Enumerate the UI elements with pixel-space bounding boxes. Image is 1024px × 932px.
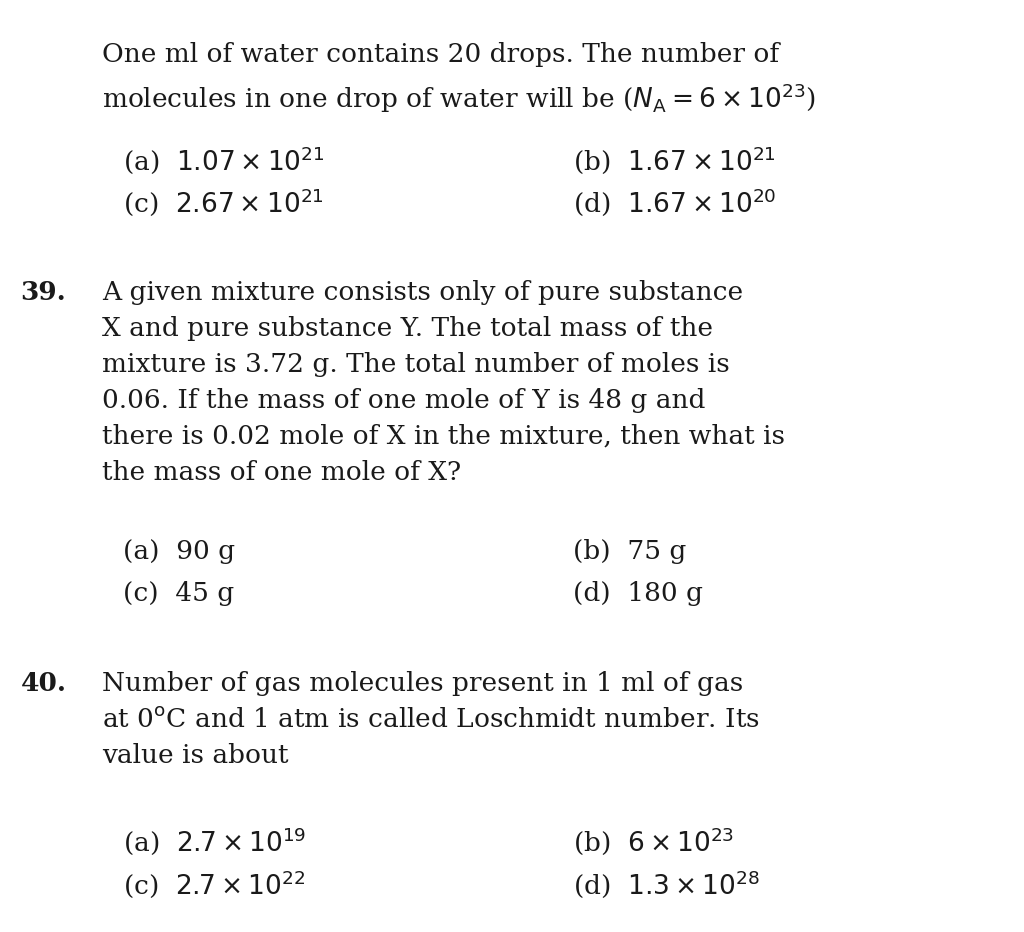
Text: Number of gas molecules present in 1 ml of gas
at 0$^{\mathrm{o}}$C and 1 atm is: Number of gas molecules present in 1 ml … xyxy=(102,671,760,768)
Text: (d)  180 g: (d) 180 g xyxy=(573,581,703,606)
Text: (b)  $6\times10^{23}$: (b) $6\times10^{23}$ xyxy=(573,825,734,857)
Text: (a)  $1.07\times10^{21}$: (a) $1.07\times10^{21}$ xyxy=(123,144,325,176)
Text: (d)  $1.67\times10^{20}$: (d) $1.67\times10^{20}$ xyxy=(573,186,777,218)
Text: (b)  75 g: (b) 75 g xyxy=(573,539,687,564)
Text: (a)  90 g: (a) 90 g xyxy=(123,539,234,564)
Text: (c)  $2.7\times10^{22}$: (c) $2.7\times10^{22}$ xyxy=(123,869,305,900)
Text: 39.: 39. xyxy=(20,280,67,305)
Text: (a)  $2.7\times10^{19}$: (a) $2.7\times10^{19}$ xyxy=(123,825,306,857)
Text: A given mixture consists only of pure substance
X and pure substance Y. The tota: A given mixture consists only of pure su… xyxy=(102,280,785,485)
Text: One ml of water contains 20 drops. The number of
molecules in one drop of water : One ml of water contains 20 drops. The n… xyxy=(102,42,816,115)
Text: (c)  45 g: (c) 45 g xyxy=(123,581,234,606)
Text: 40.: 40. xyxy=(20,671,67,696)
Text: (d)  $1.3\times10^{28}$: (d) $1.3\times10^{28}$ xyxy=(573,869,760,900)
Text: (c)  $2.67\times10^{21}$: (c) $2.67\times10^{21}$ xyxy=(123,186,324,218)
Text: (b)  $1.67\times10^{21}$: (b) $1.67\times10^{21}$ xyxy=(573,144,776,176)
